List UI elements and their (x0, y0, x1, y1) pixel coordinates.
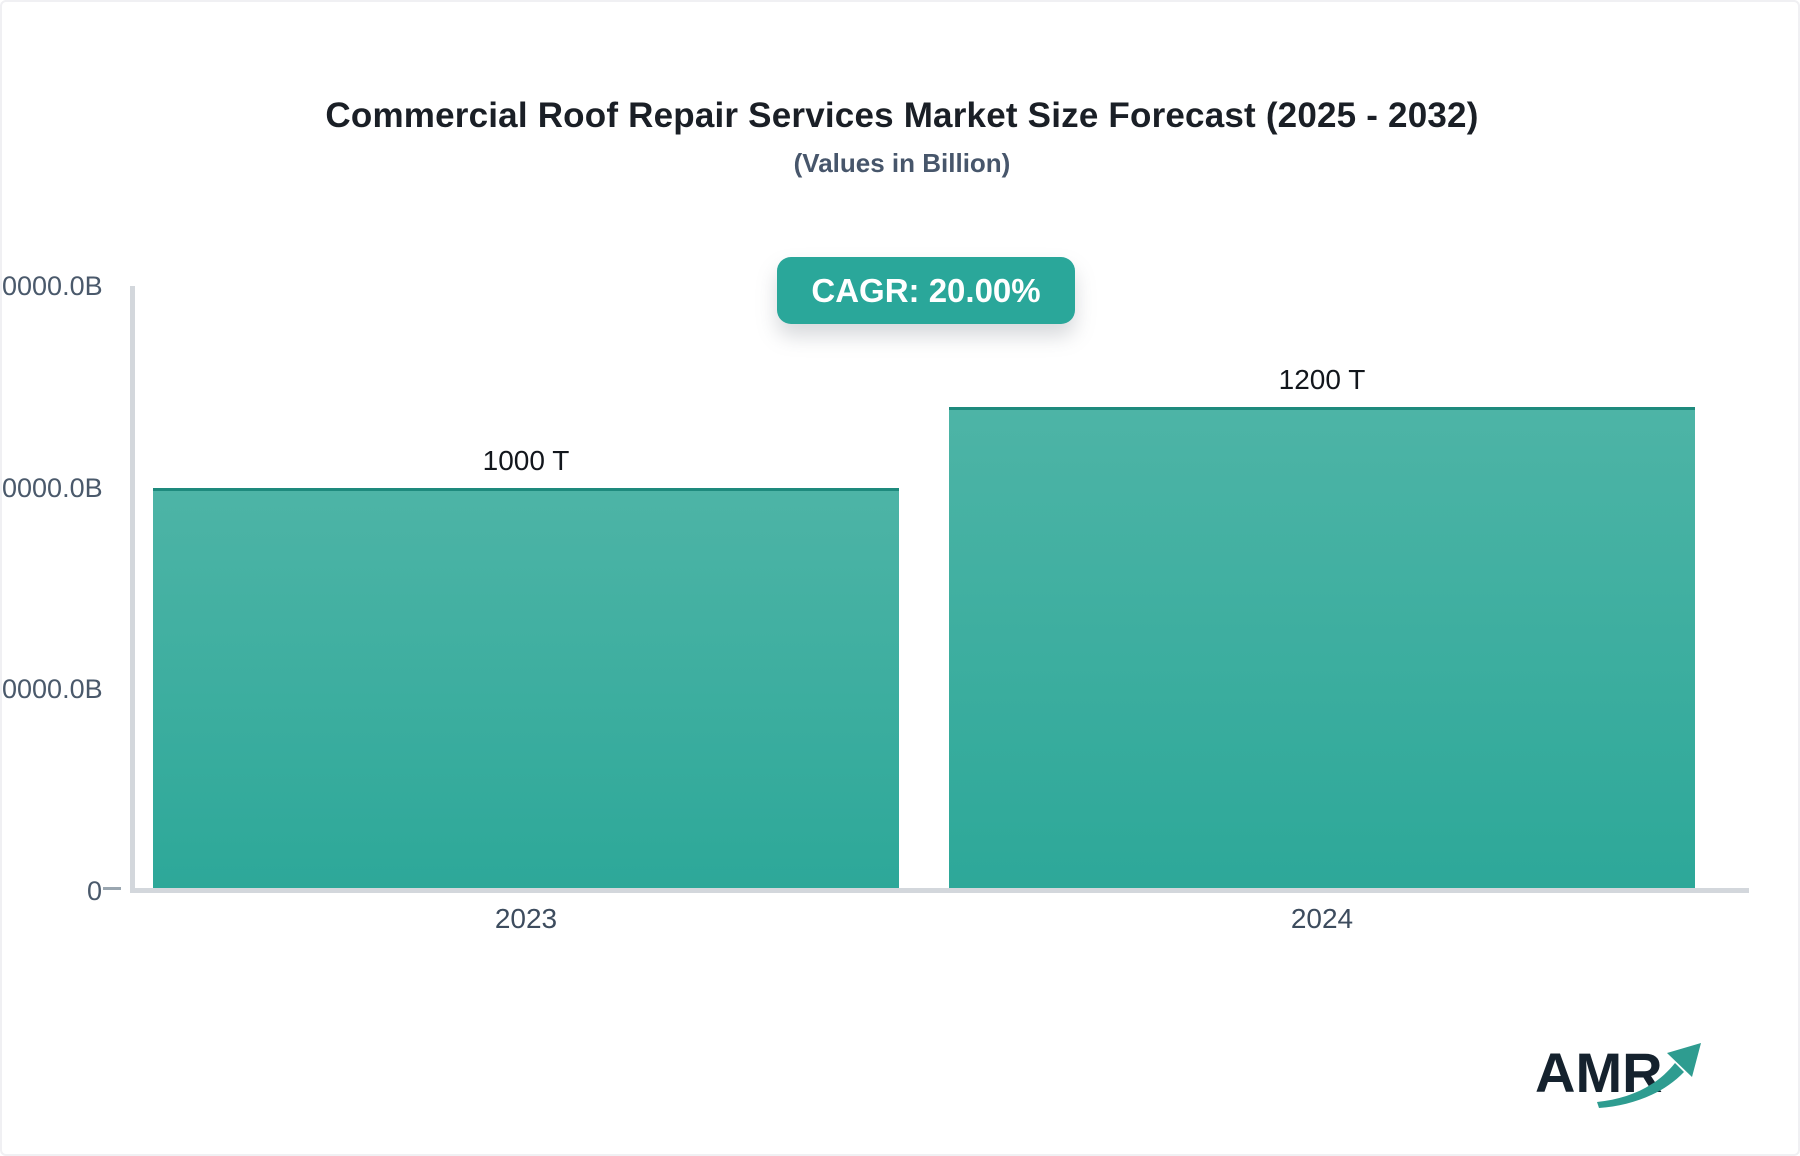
y-axis-line (130, 286, 135, 893)
x-axis-line (130, 888, 1749, 893)
chart-subtitle: (Values in Billion) (793, 148, 1011, 178)
cagr-badge: CAGR: 20.00% (777, 257, 1075, 324)
y-tick-label: 0000.0B (2, 473, 103, 503)
x-tick-label: 2023 (494, 903, 558, 934)
y-tick-dash (103, 887, 121, 890)
bar-2023 (153, 488, 899, 888)
logo-arrow-icon (1597, 1043, 1701, 1108)
bar-2024 (949, 407, 1695, 888)
bar-value-label: 1200 T (1278, 364, 1366, 395)
bar-value-label: 1000 T (482, 445, 570, 476)
x-tick-label: 2024 (1290, 903, 1354, 934)
y-tick-label: 0000.0B (2, 271, 103, 301)
amr-logo: AMR (1535, 1040, 1735, 1125)
y-tick-label: 0000.0B (2, 674, 103, 704)
chart-title: Commercial Roof Repair Services Market S… (325, 96, 1479, 135)
y-tick-label: 0 (86, 876, 102, 906)
